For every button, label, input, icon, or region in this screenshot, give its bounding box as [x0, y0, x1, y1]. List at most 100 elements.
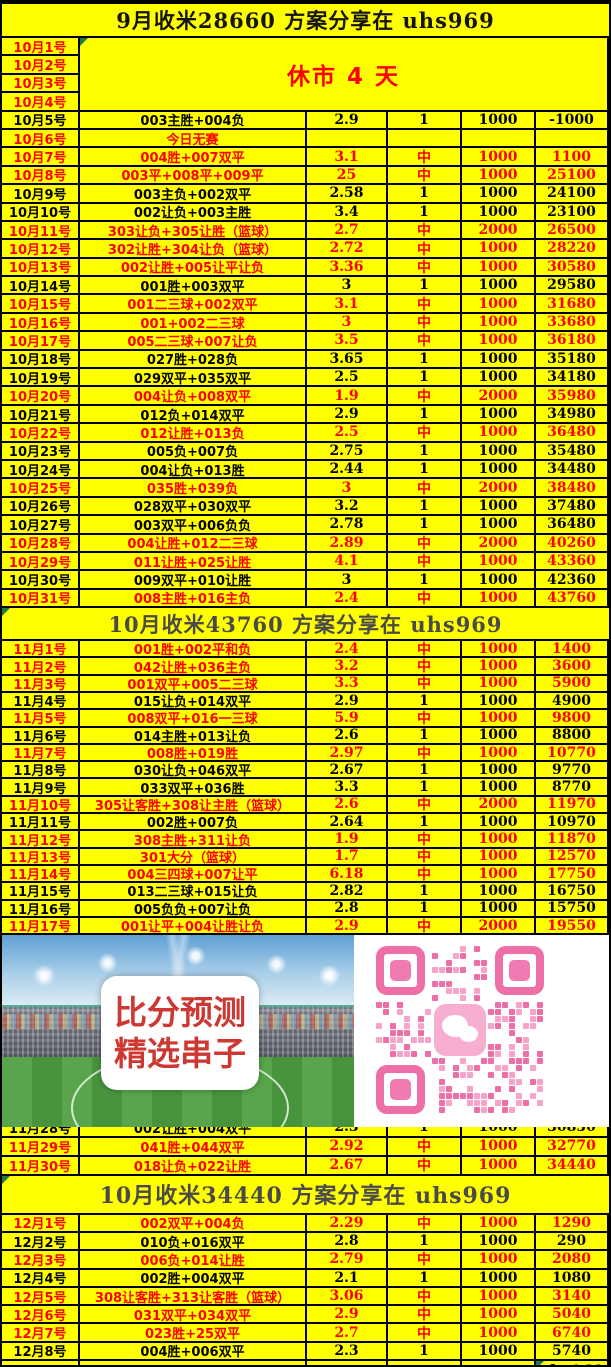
result-cell[interactable]: 中: [388, 675, 462, 693]
date-cell[interactable]: 10月7号: [2, 148, 80, 167]
date-cell[interactable]: 10月21号: [2, 405, 80, 425]
odds-cell[interactable]: 2.9: [307, 693, 388, 711]
result-cell[interactable]: 中: [388, 641, 462, 659]
result-cell[interactable]: 1: [388, 497, 462, 517]
stake-cell[interactable]: [462, 1361, 536, 1365]
date-cell[interactable]: 11月3号: [2, 675, 80, 693]
odds-cell[interactable]: 2.44: [307, 460, 388, 480]
odds-cell[interactable]: 2.64: [307, 814, 388, 832]
odds-cell[interactable]: 3: [307, 479, 388, 498]
total-cell[interactable]: -1000: [536, 111, 609, 130]
total-cell[interactable]: 32770: [536, 1137, 609, 1157]
stake-cell[interactable]: 1000: [462, 460, 536, 480]
bet-cell[interactable]: 今日无赛: [80, 129, 307, 149]
result-cell[interactable]: 中: [388, 589, 462, 609]
result-cell[interactable]: 1: [388, 883, 462, 901]
date-cell[interactable]: 10月18号: [2, 350, 80, 370]
stake-cell[interactable]: 1000: [462, 258, 536, 278]
bet-cell[interactable]: 003平+008平+009平: [80, 166, 307, 186]
date-cell[interactable]: 10月30号: [2, 571, 80, 590]
date-cell[interactable]: 10月12号: [2, 240, 80, 259]
bet-cell[interactable]: 001二三球+002双平: [80, 295, 307, 314]
result-cell[interactable]: 中: [388, 710, 462, 728]
total-cell[interactable]: 1400: [536, 641, 609, 659]
bet-cell[interactable]: 308让客胜+313让客胜（篮球）: [80, 1287, 307, 1307]
market-closed-cell[interactable]: 休市 4 天: [80, 38, 609, 112]
date-cell[interactable]: 10月16号: [2, 313, 80, 333]
bet-cell[interactable]: 005负负+007让负: [80, 900, 307, 918]
stake-cell[interactable]: 1000: [462, 442, 536, 461]
bet-cell[interactable]: 002胜+004双平: [80, 1269, 307, 1288]
date-cell[interactable]: 12月9号: [2, 1361, 80, 1365]
odds-cell[interactable]: 2.3: [307, 1127, 388, 1138]
stake-cell[interactable]: 1000: [462, 552, 536, 572]
stake-cell[interactable]: 1000: [462, 779, 536, 797]
date-cell[interactable]: 11月11号: [2, 814, 80, 832]
result-cell[interactable]: 中: [388, 1137, 462, 1157]
result-cell[interactable]: 1: [388, 693, 462, 711]
bet-cell[interactable]: 027胜+028负: [80, 350, 307, 370]
total-cell[interactable]: 36480: [536, 516, 609, 535]
stake-cell[interactable]: 1000: [462, 883, 536, 901]
promo-image[interactable]: 比分预测 精选串子: [2, 935, 609, 1128]
bet-cell[interactable]: 005负+007负: [80, 442, 307, 461]
date-cell[interactable]: 10月27号: [2, 516, 80, 535]
odds-cell[interactable]: 1.9: [307, 831, 388, 849]
total-cell[interactable]: 8770: [536, 779, 609, 797]
stake-cell[interactable]: 1000: [462, 900, 536, 918]
total-cell[interactable]: 37480: [536, 497, 609, 517]
date-cell[interactable]: 11月1号: [2, 641, 80, 659]
stake-cell[interactable]: 1000: [462, 166, 536, 186]
bet-cell[interactable]: 004让负+008双平: [80, 387, 307, 406]
total-cell[interactable]: 290: [536, 1232, 609, 1252]
result-cell[interactable]: 中: [388, 534, 462, 553]
stake-cell[interactable]: 1000: [462, 1251, 536, 1270]
odds-cell[interactable]: 3.1: [307, 295, 388, 314]
date-cell[interactable]: 11月12号: [2, 831, 80, 849]
date-cell[interactable]: 11月6号: [2, 727, 80, 745]
date-cell[interactable]: 11月5号: [2, 710, 80, 728]
result-cell[interactable]: 中: [388, 424, 462, 443]
date-cell[interactable]: 10月25号: [2, 479, 80, 498]
bet-cell[interactable]: 008双平+016一三球: [80, 710, 307, 728]
date-cell[interactable]: 11月14号: [2, 865, 80, 884]
result-cell[interactable]: 1: [388, 1342, 462, 1362]
result-cell[interactable]: 中: [388, 332, 462, 351]
bet-cell[interactable]: 002让胜+005让平让负: [80, 258, 307, 278]
total-cell[interactable]: 30580: [536, 258, 609, 278]
bet-cell[interactable]: 029双平+035双平: [80, 369, 307, 388]
odds-cell[interactable]: 3.06: [307, 1287, 388, 1307]
result-cell[interactable]: 1: [388, 762, 462, 780]
total-cell[interactable]: 3140: [536, 1287, 609, 1307]
odds-cell[interactable]: 2.7: [307, 1324, 388, 1343]
result-cell[interactable]: [388, 1361, 462, 1365]
date-cell[interactable]: 10月28号: [2, 534, 80, 553]
total-cell[interactable]: 43360: [536, 552, 609, 572]
date-cell[interactable]: 11月9号: [2, 779, 80, 797]
bet-cell[interactable]: 002让胜+004双平: [80, 1127, 307, 1138]
stake-cell[interactable]: 1000: [462, 1306, 536, 1325]
date-cell[interactable]: 10月15号: [2, 295, 80, 314]
stake-cell[interactable]: 1000: [462, 658, 536, 676]
bet-cell[interactable]: 001+002二三球: [80, 313, 307, 333]
odds-cell[interactable]: 3: [307, 313, 388, 333]
total-cell[interactable]: 5740: [536, 1342, 609, 1362]
stake-cell[interactable]: 2000: [462, 796, 536, 815]
stake-cell[interactable]: 1000: [462, 675, 536, 693]
bet-cell[interactable]: 004让负+013胜: [80, 460, 307, 480]
bet-cell[interactable]: 010负+016双平: [80, 1232, 307, 1252]
bet-cell[interactable]: 033双平+036胜: [80, 779, 307, 797]
stake-cell[interactable]: 1000: [462, 1127, 536, 1138]
result-cell[interactable]: 中: [388, 917, 462, 936]
date-cell[interactable]: 12月2号: [2, 1232, 80, 1252]
total-cell[interactable]: 4900: [536, 693, 609, 711]
date-cell[interactable]: 12月1号: [2, 1214, 80, 1233]
stake-cell[interactable]: 1000: [462, 762, 536, 780]
stake-cell[interactable]: 1000: [462, 744, 536, 763]
total-cell[interactable]: 5900: [536, 675, 609, 693]
odds-cell[interactable]: 3.1: [307, 148, 388, 167]
total-cell[interactable]: 6740: [536, 1324, 609, 1343]
stake-cell[interactable]: 1000: [462, 1287, 536, 1307]
date-cell[interactable]: 11月10号: [2, 796, 80, 815]
bet-cell[interactable]: 004三四球+007让平: [80, 865, 307, 884]
